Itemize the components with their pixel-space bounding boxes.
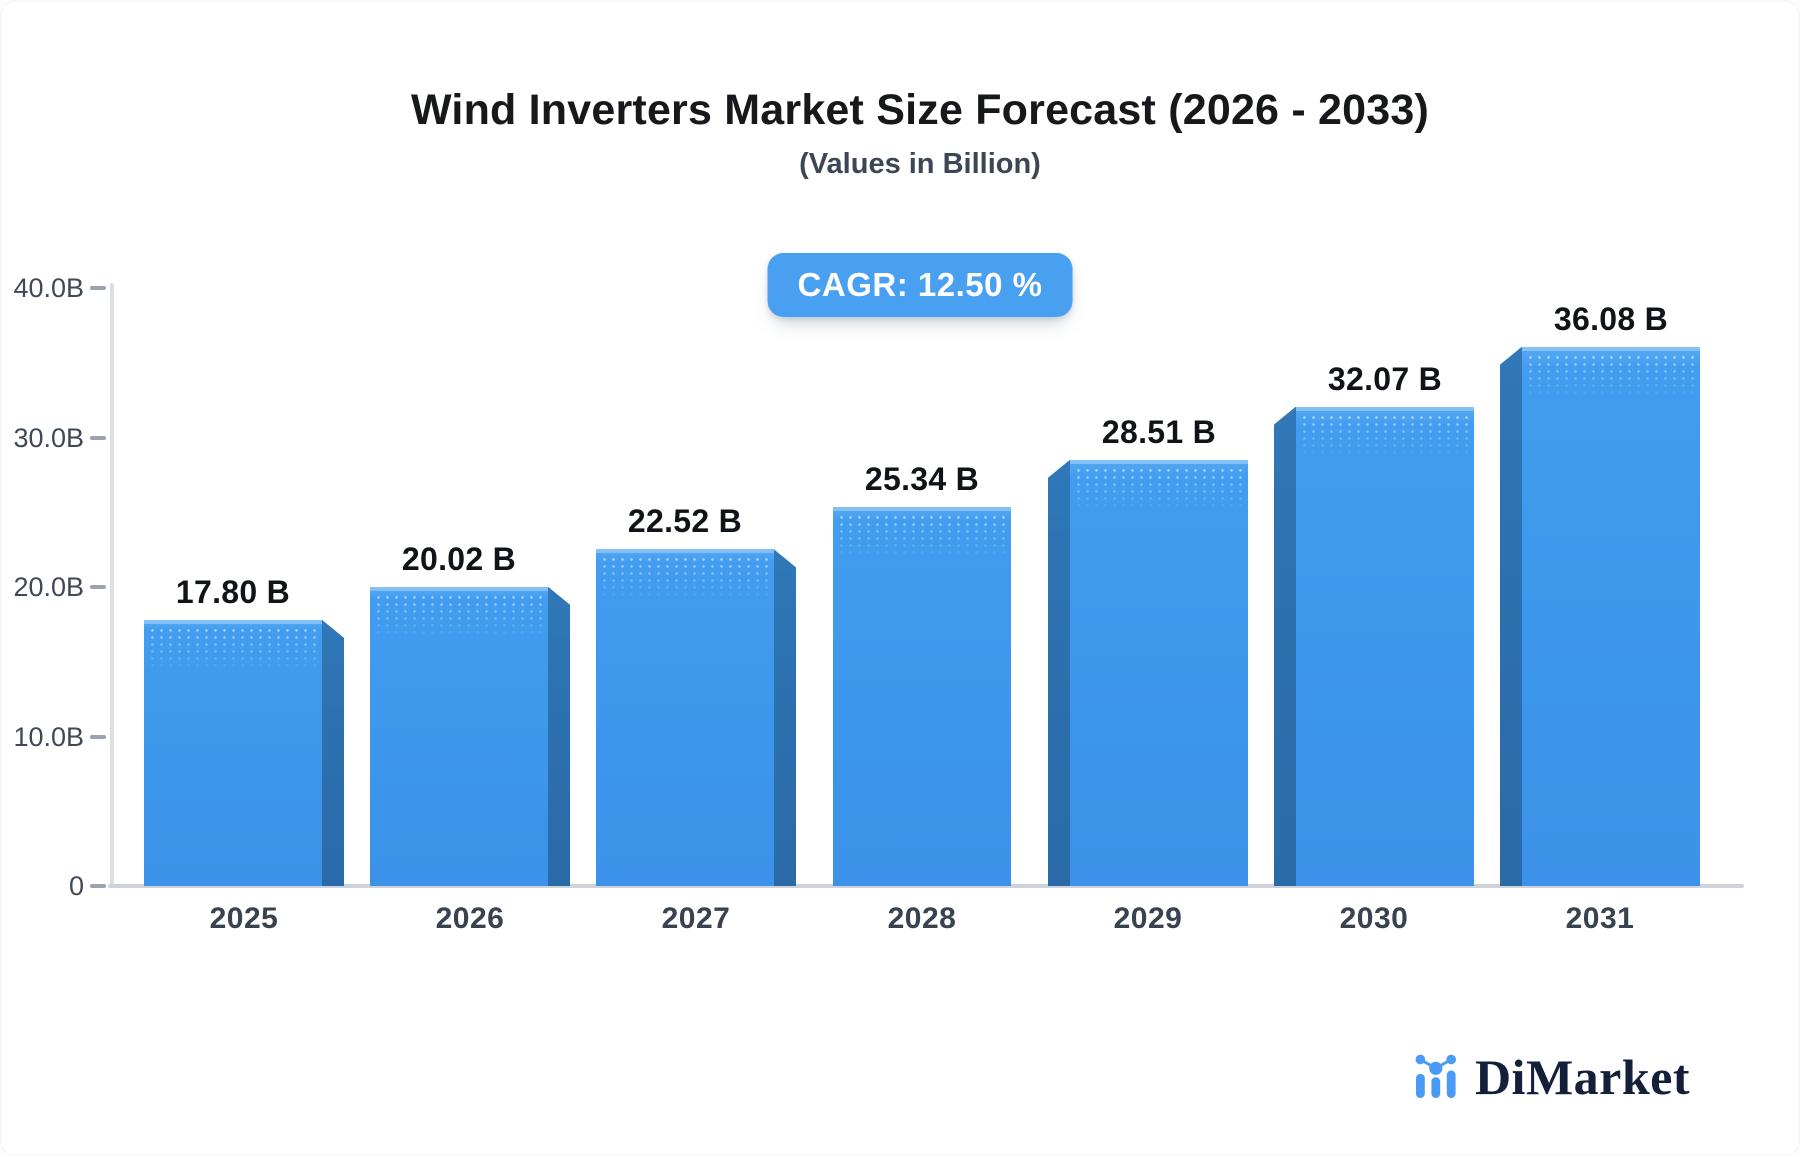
y-axis-tick-mark [90, 435, 106, 440]
bar-2031 [1522, 346, 1700, 886]
x-axis-label: 2028 [887, 902, 957, 935]
chart-subtitle: (Values in Billion) [799, 148, 1041, 180]
bar-2025-side-face [322, 619, 344, 886]
bar-value-label: 28.51 B [1101, 413, 1217, 450]
y-axis-tick-mark [90, 734, 106, 739]
y-axis-tick-label: 20.0B [13, 572, 84, 602]
dimarket-logo: DiMarket [1415, 1049, 1690, 1105]
y-axis-tick-label: 40.0B [13, 273, 84, 303]
bar-2029 [1070, 459, 1248, 886]
x-axis-label: 2029 [1113, 902, 1183, 935]
dimarket-logo-text: DiMarket [1474, 1049, 1690, 1105]
y-axis-tick-label: 30.0B [13, 422, 84, 453]
x-axis-label: 2031 [1565, 902, 1635, 935]
bar-2026 [370, 586, 548, 886]
x-axis-label: 2025 [209, 902, 279, 935]
bar-2027 [596, 549, 774, 886]
bar-value-label: 32.07 B [1327, 360, 1443, 397]
y-axis-line [110, 283, 114, 886]
bar-value-label: 36.08 B [1553, 300, 1669, 337]
x-axis-label: 2026 [435, 902, 505, 935]
bar-value-label: 25.34 B [864, 461, 980, 498]
bar-value-label: 20.02 B [401, 540, 517, 577]
x-axis-label: 2027 [661, 902, 731, 935]
x-axis-line [108, 884, 1744, 888]
x-axis-label: 2030 [1339, 902, 1409, 935]
bar-2027-side-face [774, 549, 796, 886]
y-axis-tick-label: 0 [68, 871, 84, 901]
bar-2030 [1296, 406, 1474, 886]
y-axis-tick-mark [90, 286, 106, 290]
bar-2029-side-face [1048, 459, 1070, 886]
chart-title: Wind Inverters Market Size Forecast (202… [411, 86, 1429, 134]
y-axis-tick-label: 10.0B [13, 721, 84, 752]
y-axis-tick-mark [90, 585, 106, 589]
bar-value-label: 17.80 B [175, 573, 291, 610]
bar-value-label: 22.52 B [627, 503, 743, 540]
dimarket-logo-icon [1415, 1054, 1456, 1098]
bar-2028 [833, 507, 1011, 886]
bar-2025 [144, 619, 322, 886]
bar-2031-side-face [1500, 346, 1522, 886]
y-axis-tick-mark [90, 884, 106, 888]
bar-2026-side-face [548, 586, 570, 886]
cagr-badge: CAGR: 12.50 % [767, 253, 1073, 317]
bar-2030-side-face [1274, 406, 1296, 886]
